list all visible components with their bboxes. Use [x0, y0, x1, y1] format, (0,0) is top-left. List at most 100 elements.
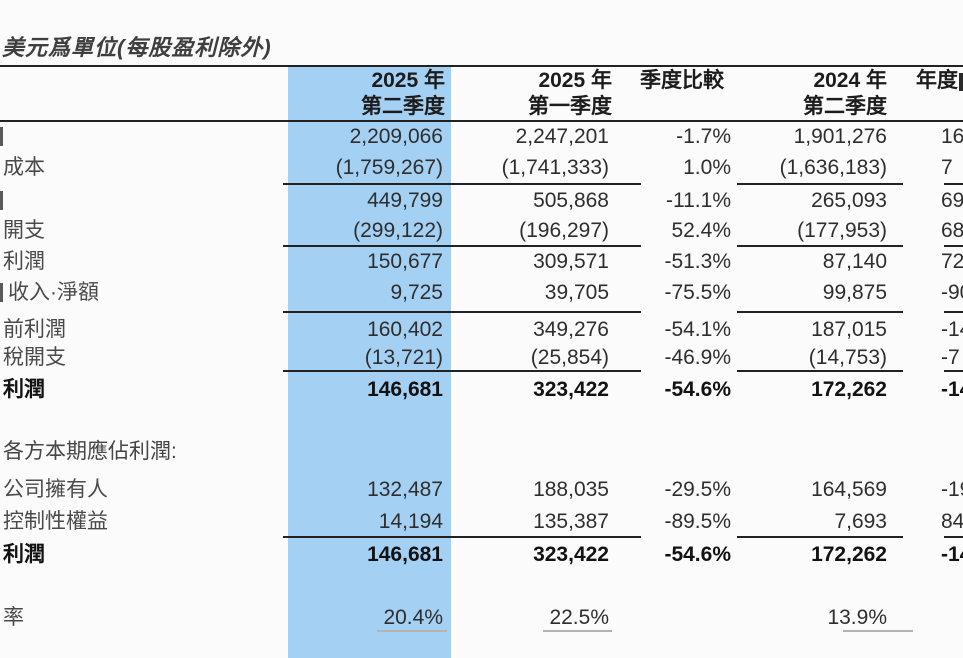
- section-header-attributable-profit: 各方本期應佔利潤:: [3, 440, 177, 463]
- table-row: 控制性權益 14,194 135,387 -89.5% 7,693 84: [0, 507, 963, 537]
- cell-2025-q2: 146,681: [367, 378, 443, 401]
- row-label: 收入·淨額: [8, 281, 99, 304]
- row-label: 公司擁有人: [3, 478, 108, 501]
- table-row: 利潤 146,681 323,422 -54.6% 172,262 -14: [0, 540, 963, 570]
- clipped-label-glyph: [0, 127, 3, 146]
- cell-qoq: 1.0%: [683, 156, 731, 179]
- cell-qoq: -29.5%: [664, 478, 731, 501]
- row-label: 利潤: [3, 543, 45, 566]
- cell-yoy: 16: [941, 125, 963, 148]
- cell-qoq: -54.1%: [664, 318, 731, 341]
- col-header-2025-q1-year: 2025 年: [538, 69, 612, 92]
- cell-2025-q2: 9,725: [390, 281, 443, 304]
- cell-2025-q1: 323,422: [533, 378, 609, 401]
- cell-qoq: -11.1%: [666, 189, 731, 212]
- clipped-label-glyph: [0, 283, 3, 302]
- table-subtotal-rule: [944, 536, 963, 538]
- table-row: 成本 (1,759,267) (1,741,333) 1.0% (1,636,183) 7: [0, 153, 963, 183]
- cell-yoy: 69: [941, 189, 963, 212]
- cell-qoq: -51.3%: [664, 250, 731, 273]
- cell-yoy: 7: [941, 156, 953, 179]
- cell-qoq: 52.4%: [671, 219, 731, 242]
- cell-qoq: -75.5%: [664, 281, 731, 304]
- cell-2024-q2: 99,875: [822, 281, 887, 304]
- cell-yoy: -90: [941, 281, 963, 304]
- cell-qoq: -54.6%: [664, 543, 731, 566]
- cell-2024-q2: 87,140: [822, 250, 887, 273]
- table-subtotal-rule: [283, 183, 641, 185]
- cell-2025-q1: 309,571: [533, 250, 609, 273]
- row-label: 前利潤: [3, 318, 66, 341]
- col-header-2024-q2-year: 2024 年: [813, 69, 887, 92]
- cell-2024-q2: 13.9%: [827, 606, 887, 629]
- cell-yoy: 84: [941, 510, 963, 533]
- col-header-2025-q2-year: 2025 年: [371, 69, 445, 92]
- divider-under-header: [0, 120, 963, 122]
- table-subtotal-rule: [944, 370, 963, 372]
- cell-2025-q2: 14,194: [378, 510, 443, 533]
- cell-2025-q2: 20.4%: [383, 606, 443, 629]
- cell-2024-q2: (14,753): [808, 346, 887, 369]
- margin-underline: [377, 630, 447, 632]
- cell-2024-q2: (177,953): [797, 219, 887, 242]
- cell-2024-q2: 172,262: [811, 543, 887, 566]
- col-header-2024-q2-quarter: 第二季度: [803, 95, 887, 118]
- table-row: 2,209,066 2,247,201 -1.7% 1,901,276 16: [0, 122, 963, 152]
- cell-qoq: -1.7%: [676, 125, 731, 148]
- row-label: 成本: [3, 156, 45, 179]
- table-subtotal-rule: [944, 311, 963, 313]
- cell-yoy: -14: [941, 318, 963, 341]
- cell-2024-q2: 1,901,276: [793, 125, 887, 148]
- cell-2024-q2: (1,636,183): [779, 156, 887, 179]
- row-label: 稅開支: [3, 346, 66, 369]
- table-subtotal-rule: [944, 183, 963, 185]
- table-row: 利潤 146,681 323,422 -54.6% 172,262 -14: [0, 375, 963, 405]
- table-subtotal-rule: [737, 370, 903, 372]
- cell-2025-q1: (25,854): [530, 346, 609, 369]
- row-label: 利潤: [3, 378, 45, 401]
- cell-yoy: 72: [941, 250, 963, 273]
- table-subtotal-rule: [283, 311, 641, 313]
- table-row: 稅開支 (13,721) (25,854) -46.9% (14,753) -7: [0, 343, 963, 373]
- cell-qoq: -54.6%: [664, 378, 731, 401]
- table-subtotal-rule: [737, 536, 903, 538]
- cell-2025-q1: 2,247,201: [515, 125, 609, 148]
- table-row: 率 20.4% 22.5% 13.9%: [0, 603, 963, 633]
- cell-2025-q1: 323,422: [533, 543, 609, 566]
- cell-2025-q1: (1,741,333): [501, 156, 609, 179]
- divider-under-title: [0, 65, 963, 67]
- cell-2025-q2: (299,122): [353, 219, 443, 242]
- table-subtotal-rule: [944, 245, 963, 247]
- cell-2025-q1: 349,276: [533, 318, 609, 341]
- cell-yoy: -7: [941, 346, 960, 369]
- table-row: 449,799 505,868 -11.1% 265,093 69: [0, 186, 963, 216]
- row-label: 開支: [3, 219, 45, 242]
- margin-underline: [843, 630, 913, 632]
- cell-2024-q2: 187,015: [811, 318, 887, 341]
- cell-2025-q1: 22.5%: [549, 606, 609, 629]
- table-subtotal-rule: [283, 370, 641, 372]
- table-subtotal-rule: [737, 311, 903, 313]
- cell-2024-q2: 164,569: [811, 478, 887, 501]
- cell-2025-q2: (1,759,267): [335, 156, 443, 179]
- cell-2025-q2: 160,402: [367, 318, 443, 341]
- cell-2024-q2: 7,693: [834, 510, 887, 533]
- cell-2025-q1: (196,297): [519, 219, 609, 242]
- clipped-label-glyph: [0, 191, 3, 210]
- cell-2025-q2: 2,209,066: [349, 125, 443, 148]
- table-row: 前利潤 160,402 349,276 -54.1% 187,015 -14: [0, 315, 963, 345]
- table-subtotal-rule: [737, 245, 903, 247]
- table-row: 公司擁有人 132,487 188,035 -29.5% 164,569 -19: [0, 475, 963, 505]
- col-header-2025-q1-quarter: 第一季度: [528, 95, 612, 118]
- row-label: 率: [3, 606, 24, 629]
- cell-2025-q2: 132,487: [367, 478, 443, 501]
- cell-yoy: -14: [941, 378, 963, 401]
- cell-qoq: -46.9%: [664, 346, 731, 369]
- cell-2025-q1: 505,868: [533, 189, 609, 212]
- table-row: 收入·淨額 9,725 39,705 -75.5% 99,875 -90: [0, 278, 963, 308]
- cell-2025-q2: 150,677: [367, 250, 443, 273]
- cell-2025-q2: 146,681: [367, 543, 443, 566]
- page-title: 美元爲單位(每股盈利除外): [2, 35, 272, 60]
- cell-2025-q2: 449,799: [367, 189, 443, 212]
- cell-2024-q2: 265,093: [811, 189, 887, 212]
